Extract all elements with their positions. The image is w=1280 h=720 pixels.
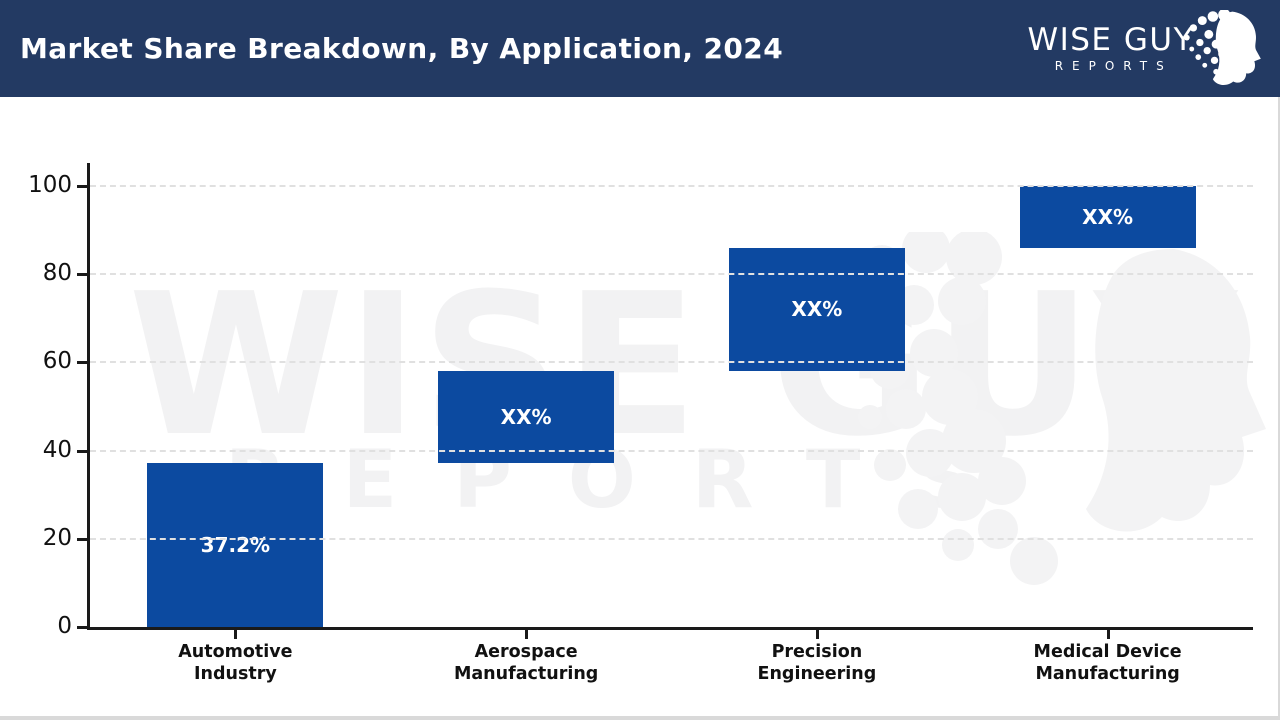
bar-value-label: XX% <box>791 297 843 322</box>
image-bottom-edge <box>0 716 1280 720</box>
x-axis-tick-3 <box>1106 630 1110 639</box>
y-axis-tick-0 <box>77 626 88 629</box>
x-axis-tick-1 <box>525 630 529 639</box>
bar-aerospace-manufacturing: XX% <box>438 371 615 463</box>
y-axis-tick-40 <box>77 449 88 453</box>
brand-logo: WISE GUY REPORTS <box>1027 9 1262 88</box>
gridline-60 <box>90 361 1253 364</box>
gridline-80 <box>90 273 1253 276</box>
y-axis-line <box>87 163 90 630</box>
x-axis-tick-0 <box>234 630 238 639</box>
y-axis-label-40: 40 <box>42 436 72 463</box>
brand-face-icon <box>1184 9 1261 85</box>
watermark-wordmark: WISE GUY <box>128 252 1239 480</box>
category-label-3: Medical Device Manufacturing <box>1033 642 1182 684</box>
gridline-40 <box>90 449 1253 452</box>
bar-value-label: 37.2% <box>200 532 271 557</box>
image-right-edge <box>1278 97 1280 720</box>
bar-precision-engineering: XX% <box>728 247 905 372</box>
gridline-20 <box>90 537 1253 540</box>
brand-logo-subtext: REPORTS <box>1054 59 1173 73</box>
category-label-0: Automotive Industry <box>178 642 293 684</box>
y-axis-tick-80 <box>77 273 88 277</box>
y-axis-label-60: 60 <box>42 348 72 375</box>
brand-logo-wordmark: WISE GUY <box>1027 22 1194 58</box>
category-label-1: Aerospace Manufacturing <box>453 642 599 684</box>
gridline-100 <box>90 185 1253 187</box>
category-label-2: Precision Engineering <box>757 642 877 684</box>
y-axis-tick-60 <box>77 361 88 365</box>
y-axis-label-100: 100 <box>28 172 72 198</box>
watermark-face-icon <box>858 232 1266 585</box>
bar-value-label: XX% <box>1082 204 1134 229</box>
page-title: Market Share Breakdown, By Application, … <box>20 32 784 65</box>
bar-medical-device-manufacturing: XX% <box>1019 186 1196 248</box>
x-axis-tick-2 <box>815 630 819 639</box>
header-bar: Market Share Breakdown, By Application, … <box>0 0 1280 97</box>
y-axis-label-80: 80 <box>42 260 72 287</box>
y-axis-tick-20 <box>77 537 88 541</box>
y-axis-tick-100 <box>77 185 88 188</box>
x-axis-line <box>87 627 1253 630</box>
y-axis-label-0: 0 <box>57 613 72 639</box>
y-axis-label-20: 20 <box>42 524 72 551</box>
bar-value-label: XX% <box>500 405 552 430</box>
bar-automotive-industry: 37.2% <box>147 462 324 627</box>
